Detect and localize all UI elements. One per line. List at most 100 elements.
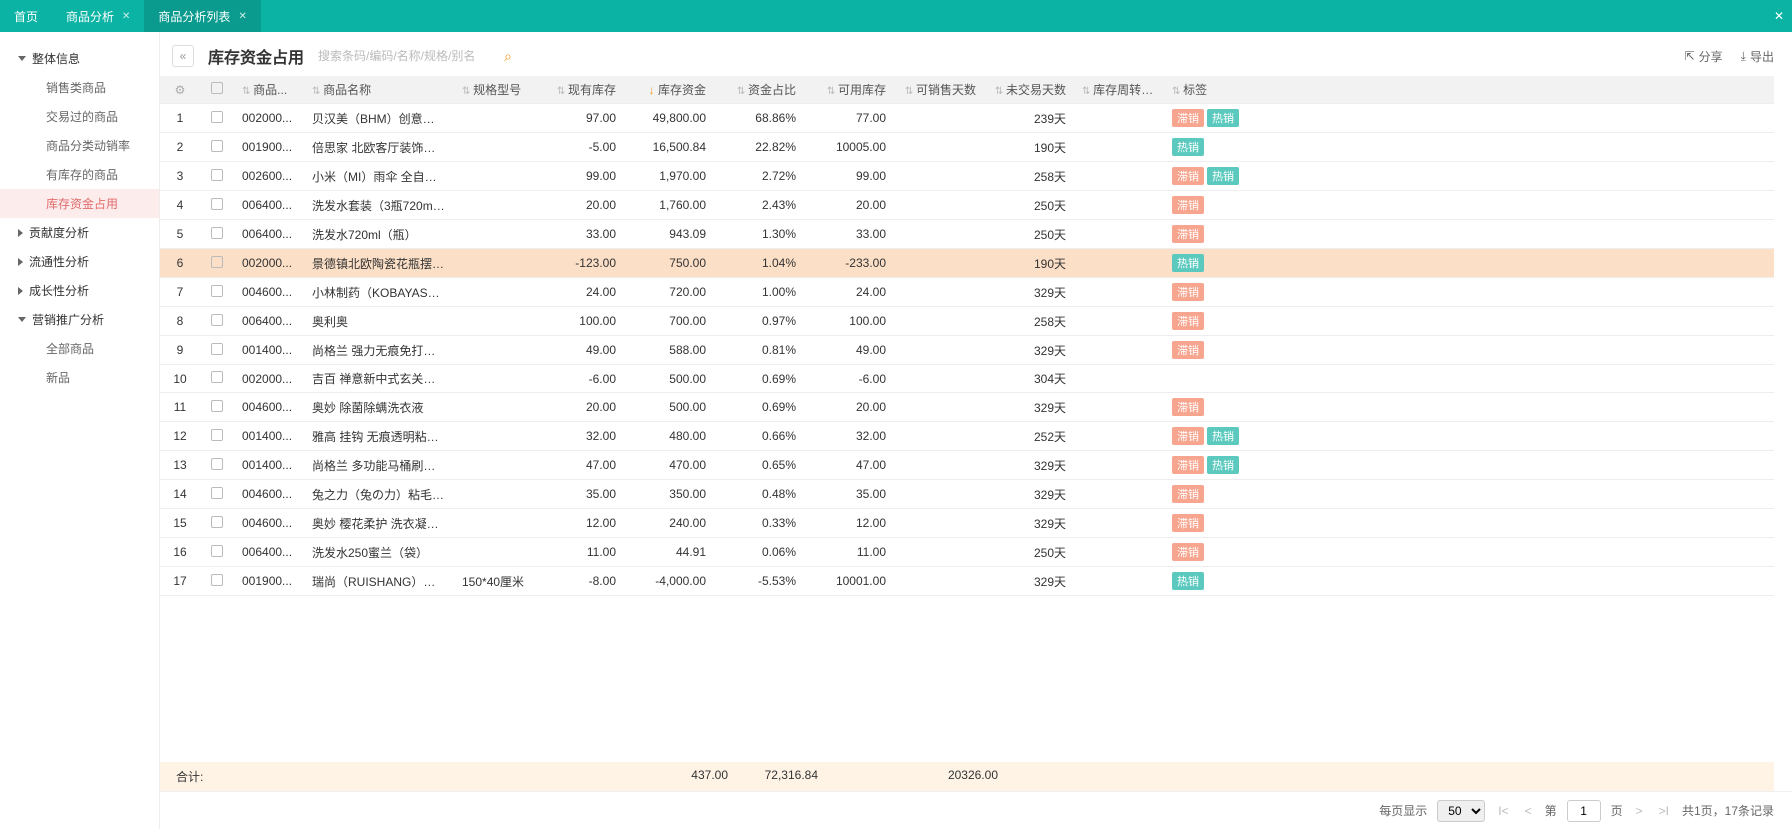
column-header[interactable]: 商品名称 xyxy=(304,76,454,104)
caret-icon xyxy=(18,317,26,322)
caret-icon xyxy=(18,287,23,295)
row-checkbox[interactable] xyxy=(211,574,223,586)
select-all-checkbox[interactable] xyxy=(211,82,223,94)
column-header[interactable] xyxy=(200,76,234,104)
table-row[interactable]: 6002000...景德镇北欧陶瓷花瓶摆件 仿-123.00750.001.04… xyxy=(160,249,1774,278)
tag-badge: 滞销 xyxy=(1172,109,1204,127)
table-row[interactable]: 7004600...小林制药（KOBAYASHI）E24.00720.001.0… xyxy=(160,278,1774,307)
sidebar-group[interactable]: 整体信息 xyxy=(0,44,159,73)
tag-badge: 滞销 xyxy=(1172,514,1204,532)
row-checkbox[interactable] xyxy=(211,285,223,297)
row-checkbox[interactable] xyxy=(211,314,223,326)
sidebar-item[interactable]: 新品 xyxy=(0,363,159,392)
row-checkbox[interactable] xyxy=(211,487,223,499)
row-checkbox[interactable] xyxy=(211,227,223,239)
search-input[interactable] xyxy=(318,49,498,63)
table-row[interactable]: 10002000...吉百 禅意新中式玄关摆件客-6.00500.000.69%… xyxy=(160,365,1774,393)
sidebar-item[interactable]: 销售类商品 xyxy=(0,73,159,102)
column-header[interactable]: 现有库存 xyxy=(534,76,624,104)
table-row[interactable]: 3002600...小米（MI）雨伞 全自动折叠99.001,970.002.7… xyxy=(160,162,1774,191)
tab-close-icon[interactable]: ✕ xyxy=(238,11,246,22)
table-row[interactable]: 16006400...洗发水250蜜兰（袋）11.0044.910.06%11.… xyxy=(160,538,1774,567)
table-row[interactable]: 15004600...奥妙 樱花柔护 洗衣凝珠 1012.00240.000.3… xyxy=(160,509,1774,538)
row-checkbox[interactable] xyxy=(211,140,223,152)
table-row[interactable]: 13001400...尚格兰 多功能马桶刷套装 …47.00470.000.65… xyxy=(160,451,1774,480)
table-row[interactable]: 1002000...贝汉美（BHM）创意北欧…97.0049,800.0068.… xyxy=(160,104,1774,133)
row-checkbox[interactable] xyxy=(211,169,223,181)
column-header[interactable]: 库存资金 xyxy=(624,76,714,104)
tag-badge: 滞销 xyxy=(1172,341,1204,359)
last-page-button[interactable]: >I xyxy=(1656,804,1672,818)
column-header[interactable]: 未交易天数 xyxy=(984,76,1074,104)
tag-badge: 滞销 xyxy=(1172,312,1204,330)
tag-badge: 滞销 xyxy=(1172,456,1204,474)
per-page-select[interactable]: 50 xyxy=(1437,800,1485,822)
tag-badge: 热销 xyxy=(1207,167,1239,185)
sidebar-item[interactable]: 交易过的商品 xyxy=(0,102,159,131)
gear-icon[interactable]: ⚙ xyxy=(175,83,186,97)
sidebar-group[interactable]: 成长性分析 xyxy=(0,276,159,305)
first-page-button[interactable]: I< xyxy=(1495,804,1511,818)
table-row[interactable]: 4006400...洗发水套装（3瓶720ml+1…20.001,760.002… xyxy=(160,191,1774,220)
column-header[interactable]: 可用库存 xyxy=(804,76,894,104)
row-checkbox[interactable] xyxy=(211,111,223,123)
page-summary: 共1页，17条记录 xyxy=(1682,802,1774,819)
page-title: 库存资金占用 xyxy=(208,44,304,68)
column-header[interactable]: 商品... xyxy=(234,76,304,104)
row-checkbox[interactable] xyxy=(211,545,223,557)
sidebar-group[interactable]: 贡献度分析 xyxy=(0,218,159,247)
share-button[interactable]: ⇱ 分享 xyxy=(1685,48,1723,65)
table-row[interactable]: 5006400...洗发水720ml（瓶）33.00943.091.30%33.… xyxy=(160,220,1774,249)
row-checkbox[interactable] xyxy=(211,429,223,441)
tag-badge: 热销 xyxy=(1172,254,1204,272)
row-checkbox[interactable] xyxy=(211,458,223,470)
table-row[interactable]: 11004600...奥妙 除菌除螨洗衣液20.00500.000.69%20.… xyxy=(160,393,1774,422)
row-checkbox[interactable] xyxy=(211,256,223,268)
sidebar-item[interactable]: 有库存的商品 xyxy=(0,160,159,189)
tag-badge: 滞销 xyxy=(1172,485,1204,503)
sidebar-group[interactable]: 营销推广分析 xyxy=(0,305,159,334)
prev-page-button[interactable]: < xyxy=(1522,804,1535,818)
table-row[interactable]: 12001400...雅高 挂钩 无痕透明粘钩 强…32.00480.000.6… xyxy=(160,422,1774,451)
sidebar-item[interactable]: 库存资金占用 xyxy=(0,189,159,218)
column-header[interactable]: 可销售天数 xyxy=(894,76,984,104)
tag-badge: 热销 xyxy=(1207,456,1239,474)
tag-badge: 滞销 xyxy=(1172,427,1204,445)
collapse-sidebar-button[interactable]: « xyxy=(172,45,194,67)
column-header[interactable]: 库存周转天数 xyxy=(1074,76,1164,104)
tab-商品分析列表[interactable]: 商品分析列表✕ xyxy=(144,0,260,32)
column-header[interactable]: ⚙ xyxy=(160,76,200,104)
table-row[interactable]: 9001400...尚格兰 强力无痕免打孔浴室49.00588.000.81%4… xyxy=(160,336,1774,365)
tab-商品分析[interactable]: 商品分析✕ xyxy=(52,0,144,32)
close-icon[interactable]: ✕ xyxy=(1774,0,1784,32)
column-header[interactable]: 标签 xyxy=(1164,76,1774,104)
sidebar-group[interactable]: 流通性分析 xyxy=(0,247,159,276)
tag-badge: 滞销 xyxy=(1172,398,1204,416)
caret-icon xyxy=(18,258,23,266)
row-checkbox[interactable] xyxy=(211,516,223,528)
row-checkbox[interactable] xyxy=(211,400,223,412)
caret-icon xyxy=(18,229,23,237)
tab-首页[interactable]: 首页 xyxy=(0,0,52,32)
column-header[interactable]: 资金占比 xyxy=(714,76,804,104)
tag-badge: 热销 xyxy=(1172,138,1204,156)
pagination-bar: 每页显示 50 I< < 第 页 > >I 共1页，17条记录 xyxy=(160,791,1792,829)
sidebar-item[interactable]: 全部商品 xyxy=(0,334,159,363)
tag-badge: 滞销 xyxy=(1172,543,1204,561)
export-button[interactable]: ⤓ 导出 xyxy=(1741,48,1774,65)
row-checkbox[interactable] xyxy=(211,343,223,355)
search-icon[interactable]: ⌕ xyxy=(504,48,512,65)
tag-badge: 滞销 xyxy=(1172,283,1204,301)
sidebar-item[interactable]: 商品分类动销率 xyxy=(0,131,159,160)
per-page-label: 每页显示 xyxy=(1379,802,1427,819)
table-row[interactable]: 2001900...倍思家 北欧客厅装饰画卧室-5.0016,500.8422.… xyxy=(160,133,1774,162)
page-input[interactable] xyxy=(1567,800,1601,822)
row-checkbox[interactable] xyxy=(211,198,223,210)
table-row[interactable]: 14004600...兔之力（兔の力）粘毛器粘35.00350.000.48%3… xyxy=(160,480,1774,509)
tab-close-icon[interactable]: ✕ xyxy=(122,11,130,22)
column-header[interactable]: 规格型号 xyxy=(454,76,534,104)
table-row[interactable]: 17001900...瑞尚（RUISHANG）卧室…150*40厘米-8.00-… xyxy=(160,567,1774,596)
row-checkbox[interactable] xyxy=(211,371,223,383)
table-row[interactable]: 8006400...奥利奥100.00700.000.97%100.00258天… xyxy=(160,307,1774,336)
next-page-button[interactable]: > xyxy=(1633,804,1646,818)
